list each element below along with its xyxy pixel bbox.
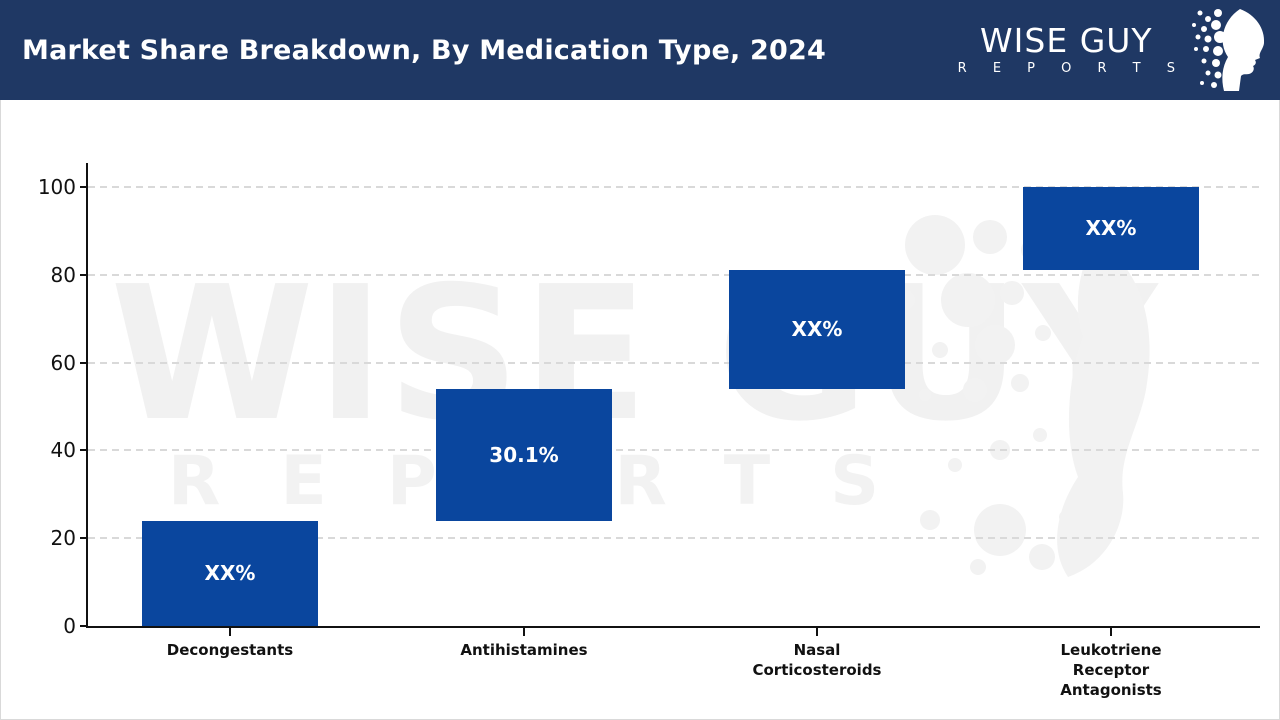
y-tick-mark	[80, 273, 88, 276]
brand-logo: WISE GUY R E P O R T S	[947, 5, 1270, 95]
gridline	[88, 186, 1260, 188]
y-axis-line	[86, 163, 88, 628]
logo-wordmark: WISE GUY R E P O R T S	[947, 23, 1186, 77]
watermark-face-dots-icon	[895, 215, 1150, 577]
x-tick-mark	[1110, 628, 1112, 636]
x-tick-mark	[816, 628, 818, 636]
x-tick-mark	[229, 628, 231, 636]
logo-face-icon	[1192, 9, 1265, 91]
y-tick-label: 40	[50, 438, 76, 463]
bar-segment-4: XX%	[1023, 187, 1199, 270]
bar-segment-3: XX%	[729, 269, 905, 389]
gridline	[88, 537, 1260, 540]
x-axis-line	[86, 626, 1260, 628]
y-tick-mark	[80, 361, 88, 364]
gridline	[88, 361, 1260, 364]
y-tick-mark	[80, 537, 88, 540]
logo-subtitle-text: R E P O R T S	[957, 61, 1186, 76]
y-tick-label: 60	[50, 350, 76, 375]
y-tick-label: 100	[37, 175, 76, 199]
bar-segment-1: XX%	[142, 520, 318, 626]
bar-value-label: XX%	[204, 561, 256, 586]
y-tick-mark	[80, 186, 88, 188]
x-tick-mark	[523, 628, 525, 636]
bar-value-label: XX%	[791, 317, 843, 342]
gridline	[88, 273, 1260, 276]
y-tick-mark	[80, 625, 88, 627]
y-tick-label: 0	[63, 614, 76, 638]
y-tick-label: 20	[50, 526, 76, 551]
header: Market Share Breakdown, By Medication Ty…	[0, 0, 1280, 100]
y-tick-label: 80	[50, 262, 76, 287]
x-category-label: Antihistamines	[460, 641, 588, 659]
x-category-label: Leukotriene Receptor Antagonists	[1060, 641, 1162, 699]
y-tick-mark	[80, 449, 88, 452]
x-category-label: Nasal Corticosteroids	[752, 641, 882, 679]
page-title: Market Share Breakdown, By Medication Ty…	[22, 34, 827, 66]
bar-value-label: XX%	[1085, 216, 1137, 241]
logo-wordmark-text: WISE GUY	[980, 21, 1153, 60]
x-category-label: Decongestants	[166, 641, 294, 659]
bar-segment-2: 30.1%	[436, 388, 612, 521]
bar-value-label: 30.1%	[489, 442, 559, 467]
gridline	[88, 449, 1260, 452]
